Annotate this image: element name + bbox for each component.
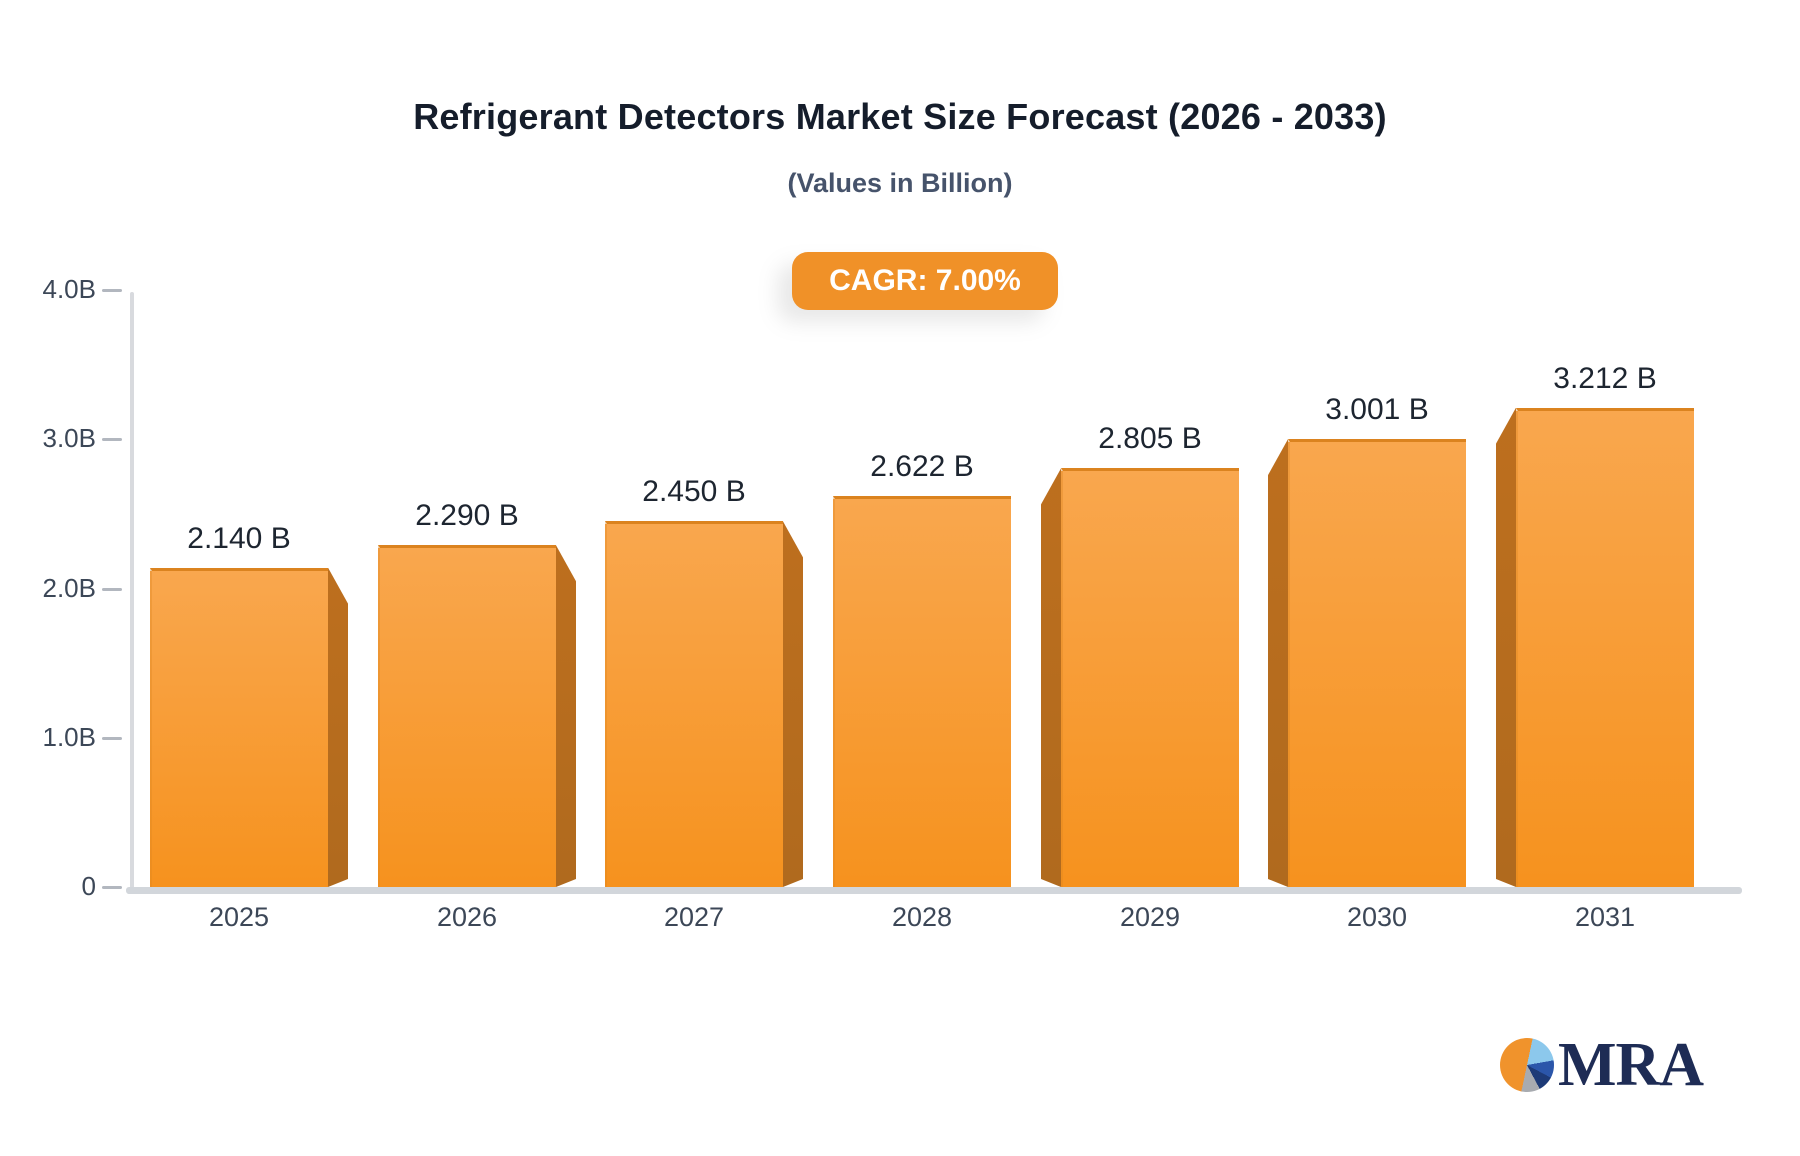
bar-value-label: 3.001 B — [1325, 393, 1429, 427]
bar-side-face — [1496, 407, 1516, 887]
y-tick-mark — [102, 736, 122, 740]
pie-chart-logo-icon — [1500, 1038, 1554, 1092]
bar-value-label: 2.622 B — [870, 449, 974, 483]
x-axis-label: 2029 — [1119, 902, 1181, 932]
y-tick-label: 0 — [81, 871, 96, 901]
bar — [1061, 468, 1239, 887]
y-tick-label: 1.0B — [42, 721, 97, 752]
x-axis-line — [126, 887, 1742, 894]
bar-side-face — [783, 521, 803, 887]
chart-subtitle: (Values in Billion) — [787, 168, 1013, 198]
bar-side-face — [1041, 468, 1061, 887]
cagr-badge: CAGR: 7.00% — [792, 252, 1058, 310]
bar-value-label: 2.805 B — [1098, 422, 1202, 456]
bar-value-label: 2.140 B — [187, 521, 291, 555]
bar-side-face — [328, 567, 348, 887]
x-axis-label: 2026 — [436, 902, 498, 932]
x-axis-label: 2025 — [208, 902, 270, 932]
bar-side-face — [1268, 439, 1288, 887]
y-tick-mark — [102, 587, 122, 591]
bar-value-label: 2.450 B — [642, 475, 746, 509]
bar-side-face — [556, 545, 576, 887]
brand-logo: MRA — [1500, 1031, 1704, 1099]
x-axis-label: 2027 — [663, 902, 725, 932]
brand-logo-text: MRA — [1558, 1031, 1704, 1099]
bar — [1516, 407, 1694, 887]
bar — [378, 545, 556, 887]
y-tick-label: 4.0B — [42, 274, 97, 304]
bar — [1288, 439, 1466, 887]
bar — [150, 567, 328, 887]
x-axis-label: 2031 — [1574, 902, 1636, 932]
y-tick-mark — [102, 886, 122, 889]
y-tick-label: 2.0B — [42, 572, 97, 603]
bar — [833, 495, 1011, 887]
bar-value-label: 2.290 B — [415, 499, 519, 533]
bar-value-label: 3.212 B — [1553, 361, 1657, 395]
bar — [605, 521, 783, 887]
x-axis-label: 2028 — [891, 902, 953, 932]
y-tick-mark — [102, 438, 122, 442]
x-axis-label: 2030 — [1346, 902, 1408, 932]
y-tick-label: 3.0B — [42, 423, 97, 454]
y-tick-mark — [102, 289, 122, 292]
chart-title: Refrigerant Detectors Market Size Foreca… — [413, 96, 1387, 137]
y-axis-line — [130, 292, 134, 890]
